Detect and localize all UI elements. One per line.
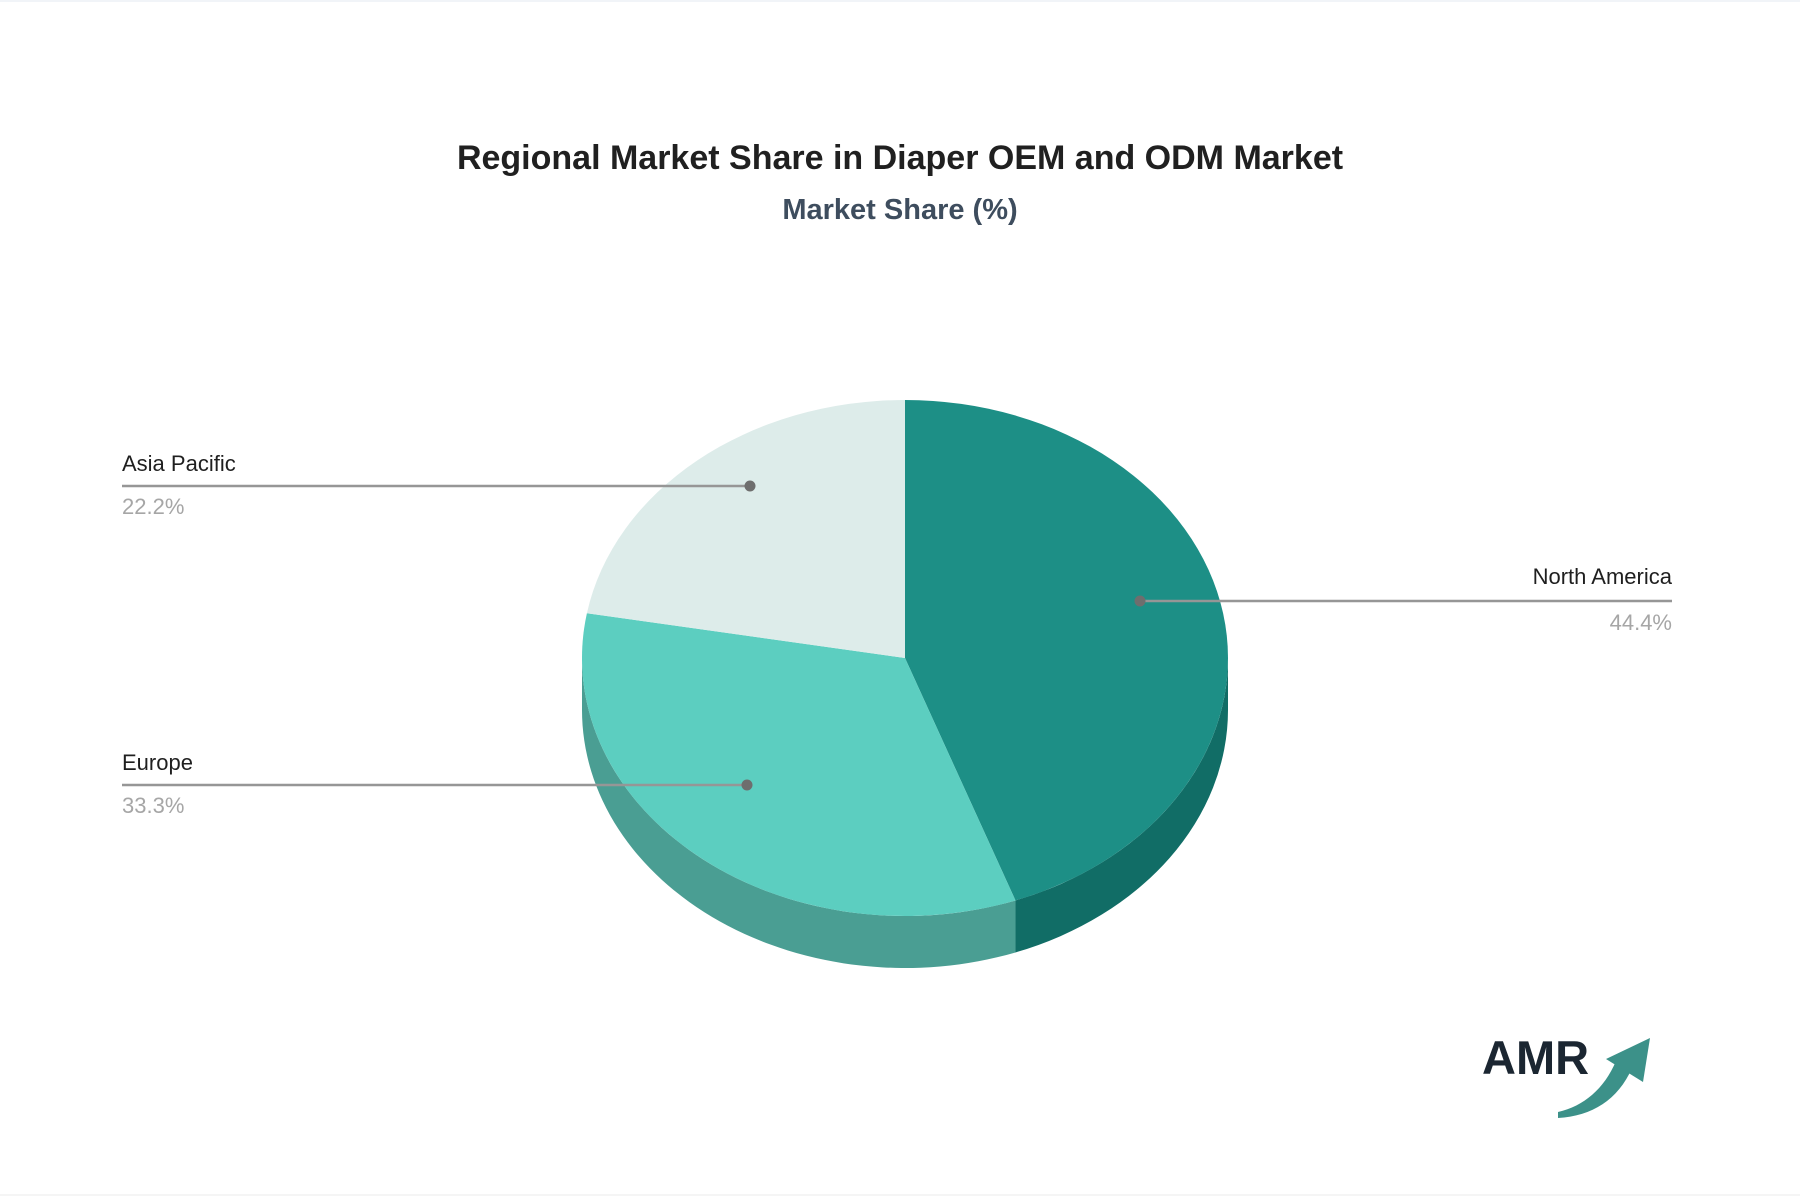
- pie-slice-side-europe: [582, 658, 1016, 968]
- label-europe: Europe: [122, 750, 193, 775]
- bottom-edge-divider: [0, 1194, 1800, 1196]
- leader-dot-europe: [741, 779, 753, 791]
- label-asia-pacific: Asia Pacific: [122, 451, 236, 476]
- amr-logo-text: AMR: [1482, 1031, 1590, 1084]
- leader-dot-north-america: [1134, 595, 1146, 607]
- label-north-america: North America: [1532, 564, 1672, 589]
- pie-slice-side-north-america: [1015, 658, 1228, 953]
- chart-subtitle: Market Share (%): [782, 194, 1018, 226]
- value-north-america: 44.4%: [1609, 610, 1672, 635]
- leader-dot-asia-pacific: [744, 480, 756, 492]
- chart-title: Regional Market Share in Diaper OEM and …: [456, 139, 1344, 177]
- value-asia-pacific: 22.2%: [122, 494, 185, 519]
- amr-logo: AMR: [1482, 1032, 1692, 1132]
- pie-slice-europe: [582, 613, 1016, 916]
- pie-slice-asia-pacific: [586, 400, 905, 658]
- amr-logo-arrow-icon: [1558, 1038, 1650, 1118]
- top-edge-divider: [0, 0, 1800, 2]
- pie-slice-north-america: [905, 400, 1228, 901]
- value-europe: 33.3%: [122, 793, 185, 818]
